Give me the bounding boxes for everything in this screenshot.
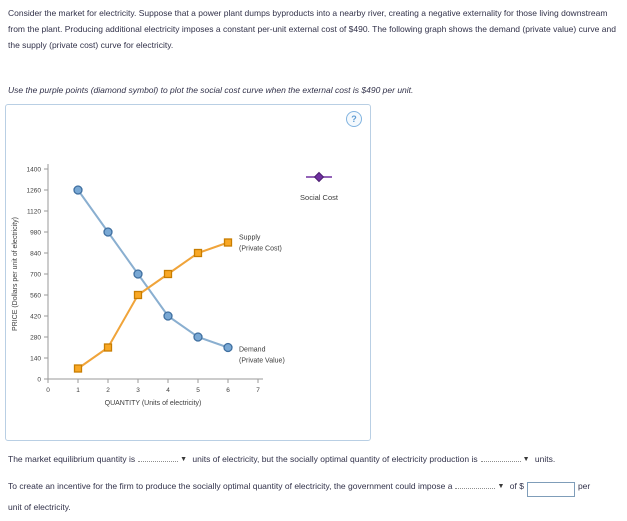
x-tick-label: 5 [196,387,200,394]
supply-point [163,269,173,279]
y-tick-label: 840 [30,251,41,258]
supply-point [193,248,203,258]
help-icon[interactable]: ? [346,111,362,127]
x-tick-label: 0 [46,387,50,394]
q2-text-per: per [577,481,591,491]
optimal-quantity-dropdown[interactable]: ▼ [480,451,530,468]
intro-text: Consider the market for electricity. Sup… [8,8,616,50]
demand-point [223,342,233,353]
x-tick-label: 7 [256,387,260,394]
y-tick-label: 280 [30,335,41,342]
y-axis-title: PRICE (Dollars per unit of electricity) [12,217,19,331]
q2-text-pre: To create an incentive for the firm to p… [8,481,453,491]
policy-type-dropdown[interactable]: ▼ [455,476,504,497]
graph-panel: 0 140 280 420 560 700 840 980 1120 1260 1400 0 1 2 3 4 5… [5,104,371,441]
social-cost-palette[interactable] [306,171,332,183]
y-tick-label: 1120 [27,209,41,216]
y-tick-label: 1260 [27,188,42,195]
tax-amount-input[interactable] [526,481,575,497]
supply-point [133,290,143,300]
y-tick-label: 700 [30,272,41,279]
social-cost-label: Social Cost [300,193,339,202]
answer-blank [138,452,179,462]
x-tick-label: 2 [106,387,110,394]
x-tick-label: 3 [136,387,140,394]
demand-curve-label: Demand (Private Value) [239,347,285,365]
supply-curve [77,241,229,370]
y-tick-label: 1400 [27,167,42,174]
q1-text-end: units. [534,454,556,464]
question-equilibrium: The market equilibrium quantity is ▼ unit… [8,451,624,468]
answer-blank [455,479,496,489]
demand-point [193,332,203,342]
social-cost-diamond-icon[interactable] [313,171,325,183]
x-tick-label: 4 [166,387,170,394]
demand-point [73,185,83,195]
x-tick-label: 6 [226,387,230,394]
y-tick-label: 420 [30,314,41,321]
y-tick-label: 0 [37,377,41,384]
demand-curve [77,189,229,349]
demand-point [133,269,143,279]
instruction-text: Use the purple points (diamond symbol) t… [8,85,414,95]
question-policy: To create an incentive for the firm to p… [8,476,624,517]
y-tick-label: 980 [30,230,41,237]
supply-point [73,364,83,373]
supply-curve-label: Supply (Private Cost) [239,235,282,253]
demand-point [103,227,113,237]
q1-text-mid: units of electricity, but the socially o… [192,454,478,464]
y-tick-label: 140 [30,356,41,363]
equilibrium-quantity-dropdown[interactable]: ▼ [138,451,187,468]
dropdown-caret-icon: ▼ [180,456,188,463]
x-tick-label: 1 [76,387,80,394]
demand-point [163,311,173,321]
answer-blank [480,452,521,462]
x-axis-title: QUANTITY (Units of electricity) [105,400,202,407]
q2-text-of: of $ [509,481,524,491]
supply-point [223,238,233,247]
dropdown-caret-icon: ▼ [497,483,505,490]
y-tick-label: 560 [30,293,41,300]
q2-text-tail: unit of electricity. [8,502,71,512]
electricity-chart: 0 140 280 420 560 700 840 980 1120 1260 1400 0 1 2 3 4 5… [12,164,339,407]
supply-point [103,343,113,352]
q1-text-pre: The market equilibrium quantity is [8,454,136,464]
dropdown-caret-icon: ▼ [522,456,530,463]
